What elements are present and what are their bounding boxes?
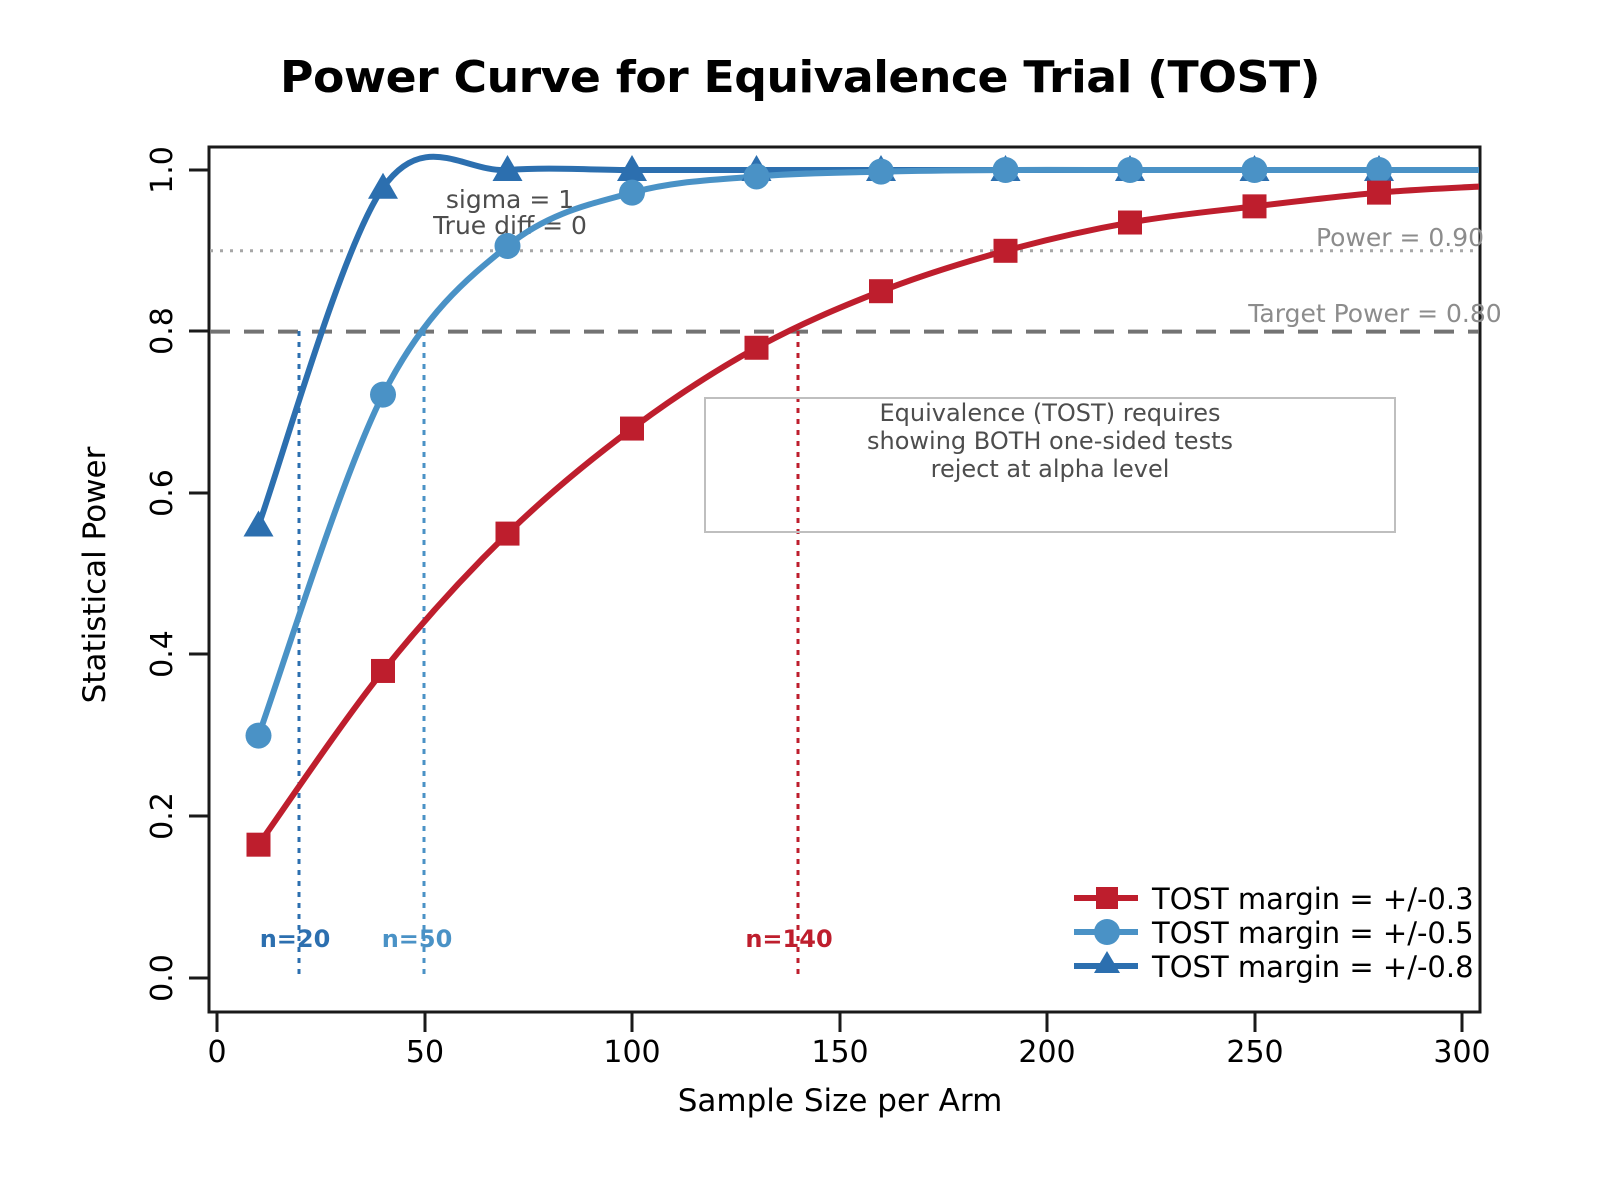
legend-item-margin-03[interactable]: TOST margin = +/-0.3 <box>1074 882 1474 916</box>
tost-note-line-3: reject at alpha level <box>931 455 1170 483</box>
data-point-square <box>1118 210 1142 235</box>
data-point-circle <box>1117 157 1143 183</box>
y-axis-ticks <box>189 168 209 980</box>
x-axis-tick-labels: 0 50 100 150 200 250 300 <box>207 1035 1490 1070</box>
data-point-circle <box>245 722 272 749</box>
vertical-markers <box>297 331 800 978</box>
y-tick-label: 0.8 <box>145 307 180 355</box>
data-point-triangle <box>368 172 398 199</box>
square-marker-icon <box>1096 887 1118 909</box>
y-tick-label: 0.4 <box>145 630 180 678</box>
data-point-triangle <box>617 155 647 181</box>
chart-title: Power Curve for Equivalence Trial (TOST) <box>280 52 1320 103</box>
data-point-circle <box>743 163 770 190</box>
y-tick-label: 1.0 <box>145 146 180 194</box>
data-point-circle <box>1366 157 1392 183</box>
data-point-triangle <box>492 155 523 181</box>
y-axis-label: Statistical Power <box>77 446 113 703</box>
data-point-circle <box>494 232 521 259</box>
data-point-square <box>1242 194 1267 219</box>
data-point-square <box>869 279 893 304</box>
data-point-circle <box>619 179 645 206</box>
vline-label-n20: n=20 <box>260 925 331 953</box>
x-tick-label: 300 <box>1433 1035 1490 1070</box>
tost-note-line-1: Equivalence (TOST) requires <box>879 399 1220 427</box>
circle-marker-icon <box>1094 919 1120 945</box>
legend: TOST margin = +/-0.3 TOST margin = +/-0.… <box>1074 882 1474 984</box>
x-axis-label: Sample Size per Arm <box>678 1083 1003 1119</box>
data-point-square <box>993 238 1018 263</box>
target-power-080-label: Target Power = 0.80 <box>1247 299 1501 328</box>
assumption-sigma: sigma = 1 <box>446 185 574 214</box>
y-tick-label: 0.6 <box>145 469 180 517</box>
series-markers-margin-05 <box>245 157 1392 749</box>
legend-item-margin-05[interactable]: TOST margin = +/-0.5 <box>1074 916 1474 950</box>
x-tick-label: 50 <box>406 1035 444 1070</box>
x-tick-label: 200 <box>1018 1035 1075 1070</box>
data-point-circle <box>370 381 396 408</box>
triangle-marker-icon <box>1094 951 1120 973</box>
legend-item-margin-08[interactable]: TOST margin = +/-0.8 <box>1074 950 1474 984</box>
x-tick-label: 150 <box>811 1035 868 1070</box>
data-point-circle <box>1241 157 1268 183</box>
legend-label-margin-03: TOST margin = +/-0.3 <box>1151 882 1474 916</box>
data-point-circle <box>868 158 894 185</box>
data-point-square <box>246 832 271 857</box>
x-axis-ticks <box>215 1012 1464 1032</box>
x-tick-label: 250 <box>1226 1035 1283 1070</box>
data-point-square <box>371 658 395 683</box>
data-point-square <box>620 416 644 441</box>
data-curves <box>243 153 1479 857</box>
data-point-square <box>744 335 769 360</box>
data-point-circle <box>992 157 1019 183</box>
tost-note-line-2: showing BOTH one-sided tests <box>867 427 1233 455</box>
series-line-margin-03 <box>255 183 1479 848</box>
y-tick-label: 0.2 <box>145 792 180 840</box>
vline-label-n50: n=50 <box>382 925 453 953</box>
data-point-square <box>1367 180 1391 205</box>
data-point-square <box>495 521 520 546</box>
vline-label-n140: n=140 <box>745 925 832 953</box>
data-point-triangle <box>243 510 274 537</box>
tost-note-box <box>704 397 1396 533</box>
x-tick-label: 100 <box>603 1035 660 1070</box>
series-markers-margin-03 <box>246 180 1391 857</box>
x-tick-label: 0 <box>207 1035 226 1070</box>
power-090-label: Power = 0.90 <box>1316 223 1484 252</box>
legend-label-margin-05: TOST margin = +/-0.5 <box>1151 916 1474 950</box>
y-tick-label: 0.0 <box>145 954 180 1002</box>
y-axis-tick-labels: 0.0 0.2 0.4 0.6 0.8 1.0 <box>145 146 180 1002</box>
plot-frame <box>207 145 1482 1014</box>
legend-label-margin-08: TOST margin = +/-0.8 <box>1151 950 1474 984</box>
